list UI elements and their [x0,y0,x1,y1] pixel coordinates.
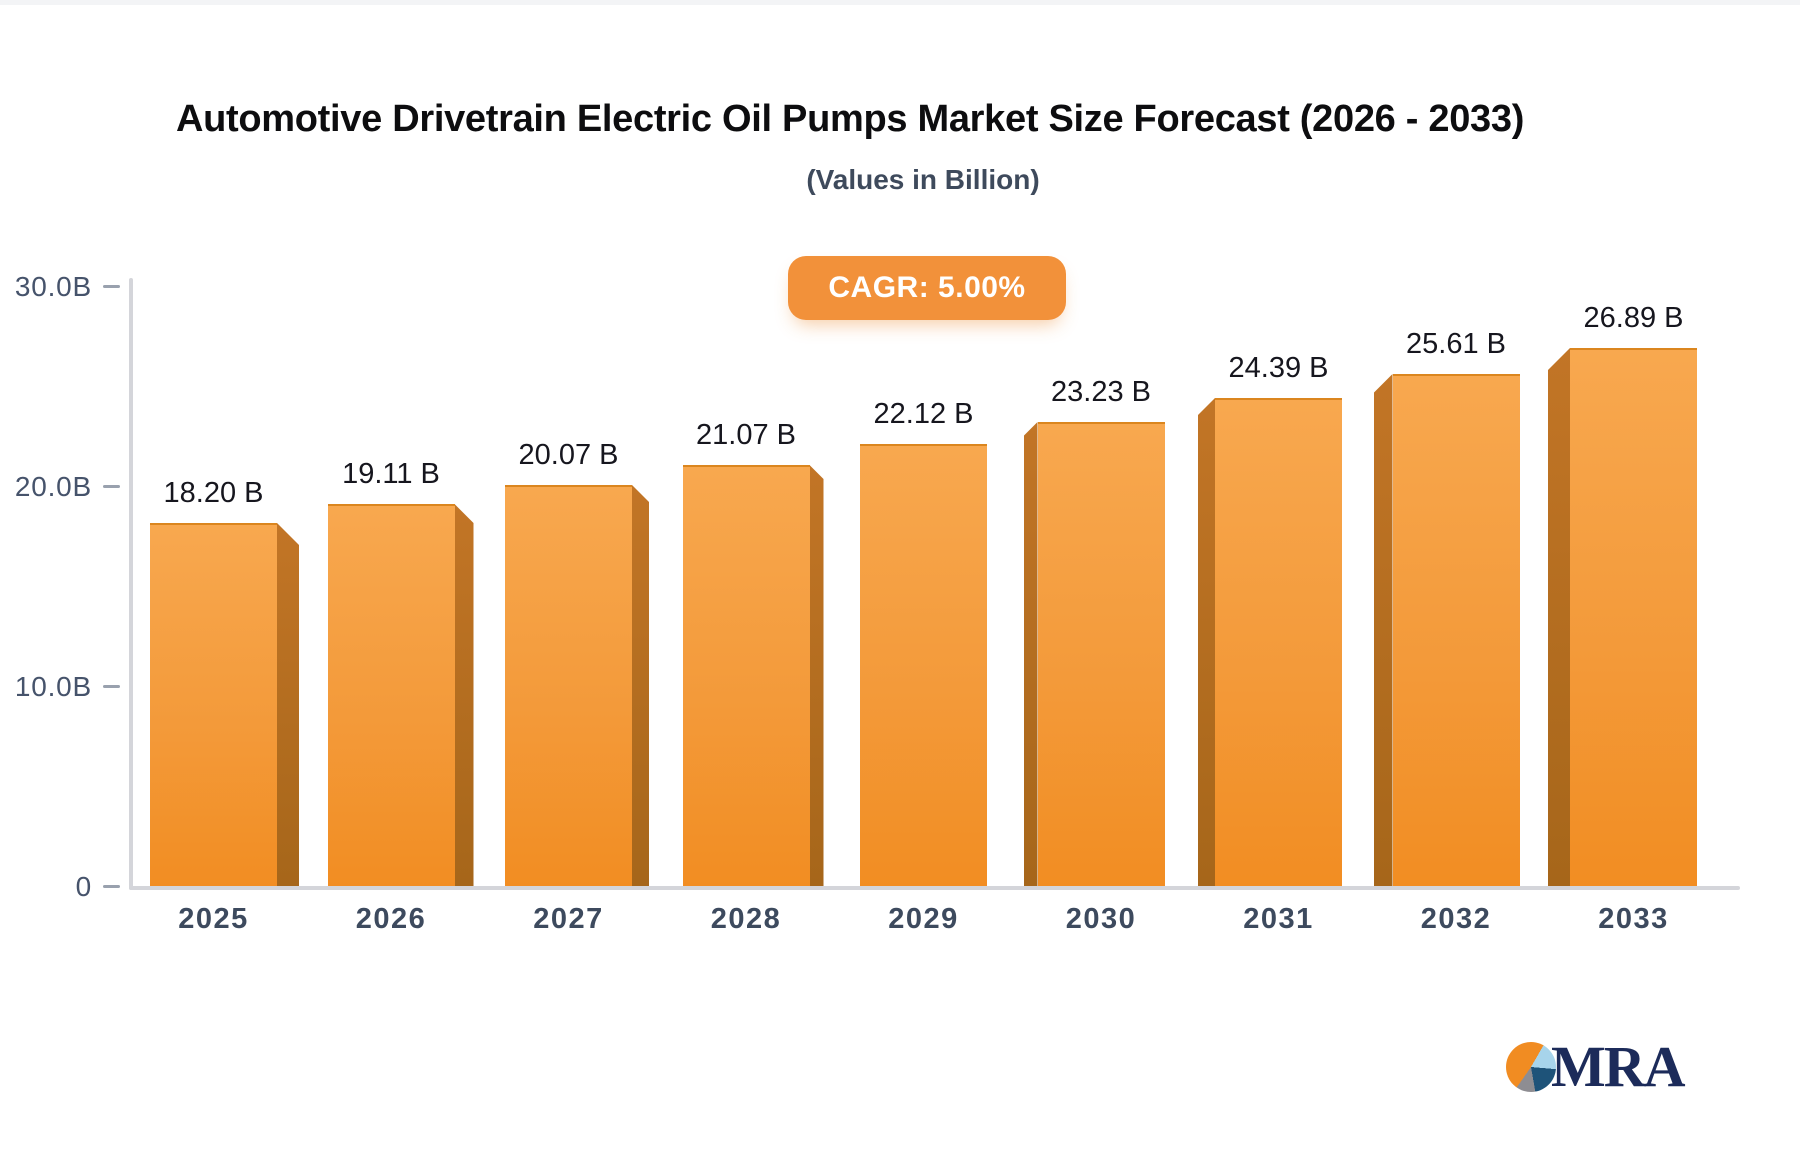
bar-value-label-2027: 20.07 B [518,439,619,471]
chart-title: Automotive Drivetrain Electric Oil Pumps… [175,98,1525,140]
bar-side-face-2031 [1198,398,1215,888]
bar-side-face-2028 [809,465,824,888]
y-axis-tick [103,285,120,288]
x-axis-label-2033: 2033 [1598,903,1669,935]
y-axis-label-20b: 20.0B [14,471,92,502]
bar-2029[interactable] [860,444,987,888]
bar-2031[interactable] [1215,398,1342,888]
bar-value-label-2029: 22.12 B [873,398,974,430]
bar-side-face-2030 [1023,422,1038,888]
bar-2025[interactable] [150,523,277,888]
pie-chart-logo-icon [1506,1042,1556,1092]
bar-value-label-2026: 19.11 B [342,458,440,490]
y-axis-label-0: 0 [75,871,92,902]
x-axis-line [129,886,1740,890]
x-axis-label-2025: 2025 [178,903,249,935]
bar-value-label-2033: 26.89 B [1583,302,1684,334]
bar-2033[interactable] [1570,348,1697,888]
bar-value-label-2028: 21.07 B [696,419,796,451]
bar-2032[interactable] [1392,374,1520,888]
y-axis-line [129,278,133,890]
cagr-badge-label: CAGR: 5.00% [828,271,1026,304]
mra-logo: MRA [1506,1034,1686,1099]
bar-2026[interactable] [327,504,455,888]
y-axis-label-30b: 30.0B [14,271,92,302]
bar-side-face-2025 [277,523,299,888]
x-axis-label-2028: 2028 [710,903,782,935]
bar-2028[interactable] [682,465,810,888]
y-axis-tick [103,685,120,688]
cagr-badge: CAGR: 5.00% [788,256,1066,320]
x-axis-label-2032: 2032 [1420,903,1492,935]
x-axis-label-2030: 2030 [1065,903,1137,935]
x-axis-label-2029: 2029 [888,903,959,935]
bar-value-label-2032: 25.61 B [1406,328,1506,360]
bar-2027[interactable] [505,485,632,888]
x-axis-label-2026: 2026 [355,903,427,935]
bar-side-face-2033 [1548,348,1570,888]
chart-subtitle: (Values in Billion) [806,164,1040,195]
y-axis-tick [103,885,120,888]
y-axis-tick [103,485,120,488]
bar-value-label-2025: 18.20 B [163,477,264,509]
bar-value-label-2030: 23.23 B [1051,376,1151,408]
logo-text: MRA [1551,1034,1686,1099]
bar-value-label-2031: 24.39 B [1228,352,1329,384]
bar-side-face-2032 [1373,374,1393,888]
x-axis-label-2027: 2027 [533,903,604,935]
bar-side-face-2027 [632,485,649,888]
bar-side-face-2026 [454,504,474,888]
x-axis-label-2031: 2031 [1243,903,1314,935]
top-strip [0,0,1800,5]
y-axis-label-10b: 10.0B [14,671,92,702]
bar-2030[interactable] [1037,422,1165,888]
